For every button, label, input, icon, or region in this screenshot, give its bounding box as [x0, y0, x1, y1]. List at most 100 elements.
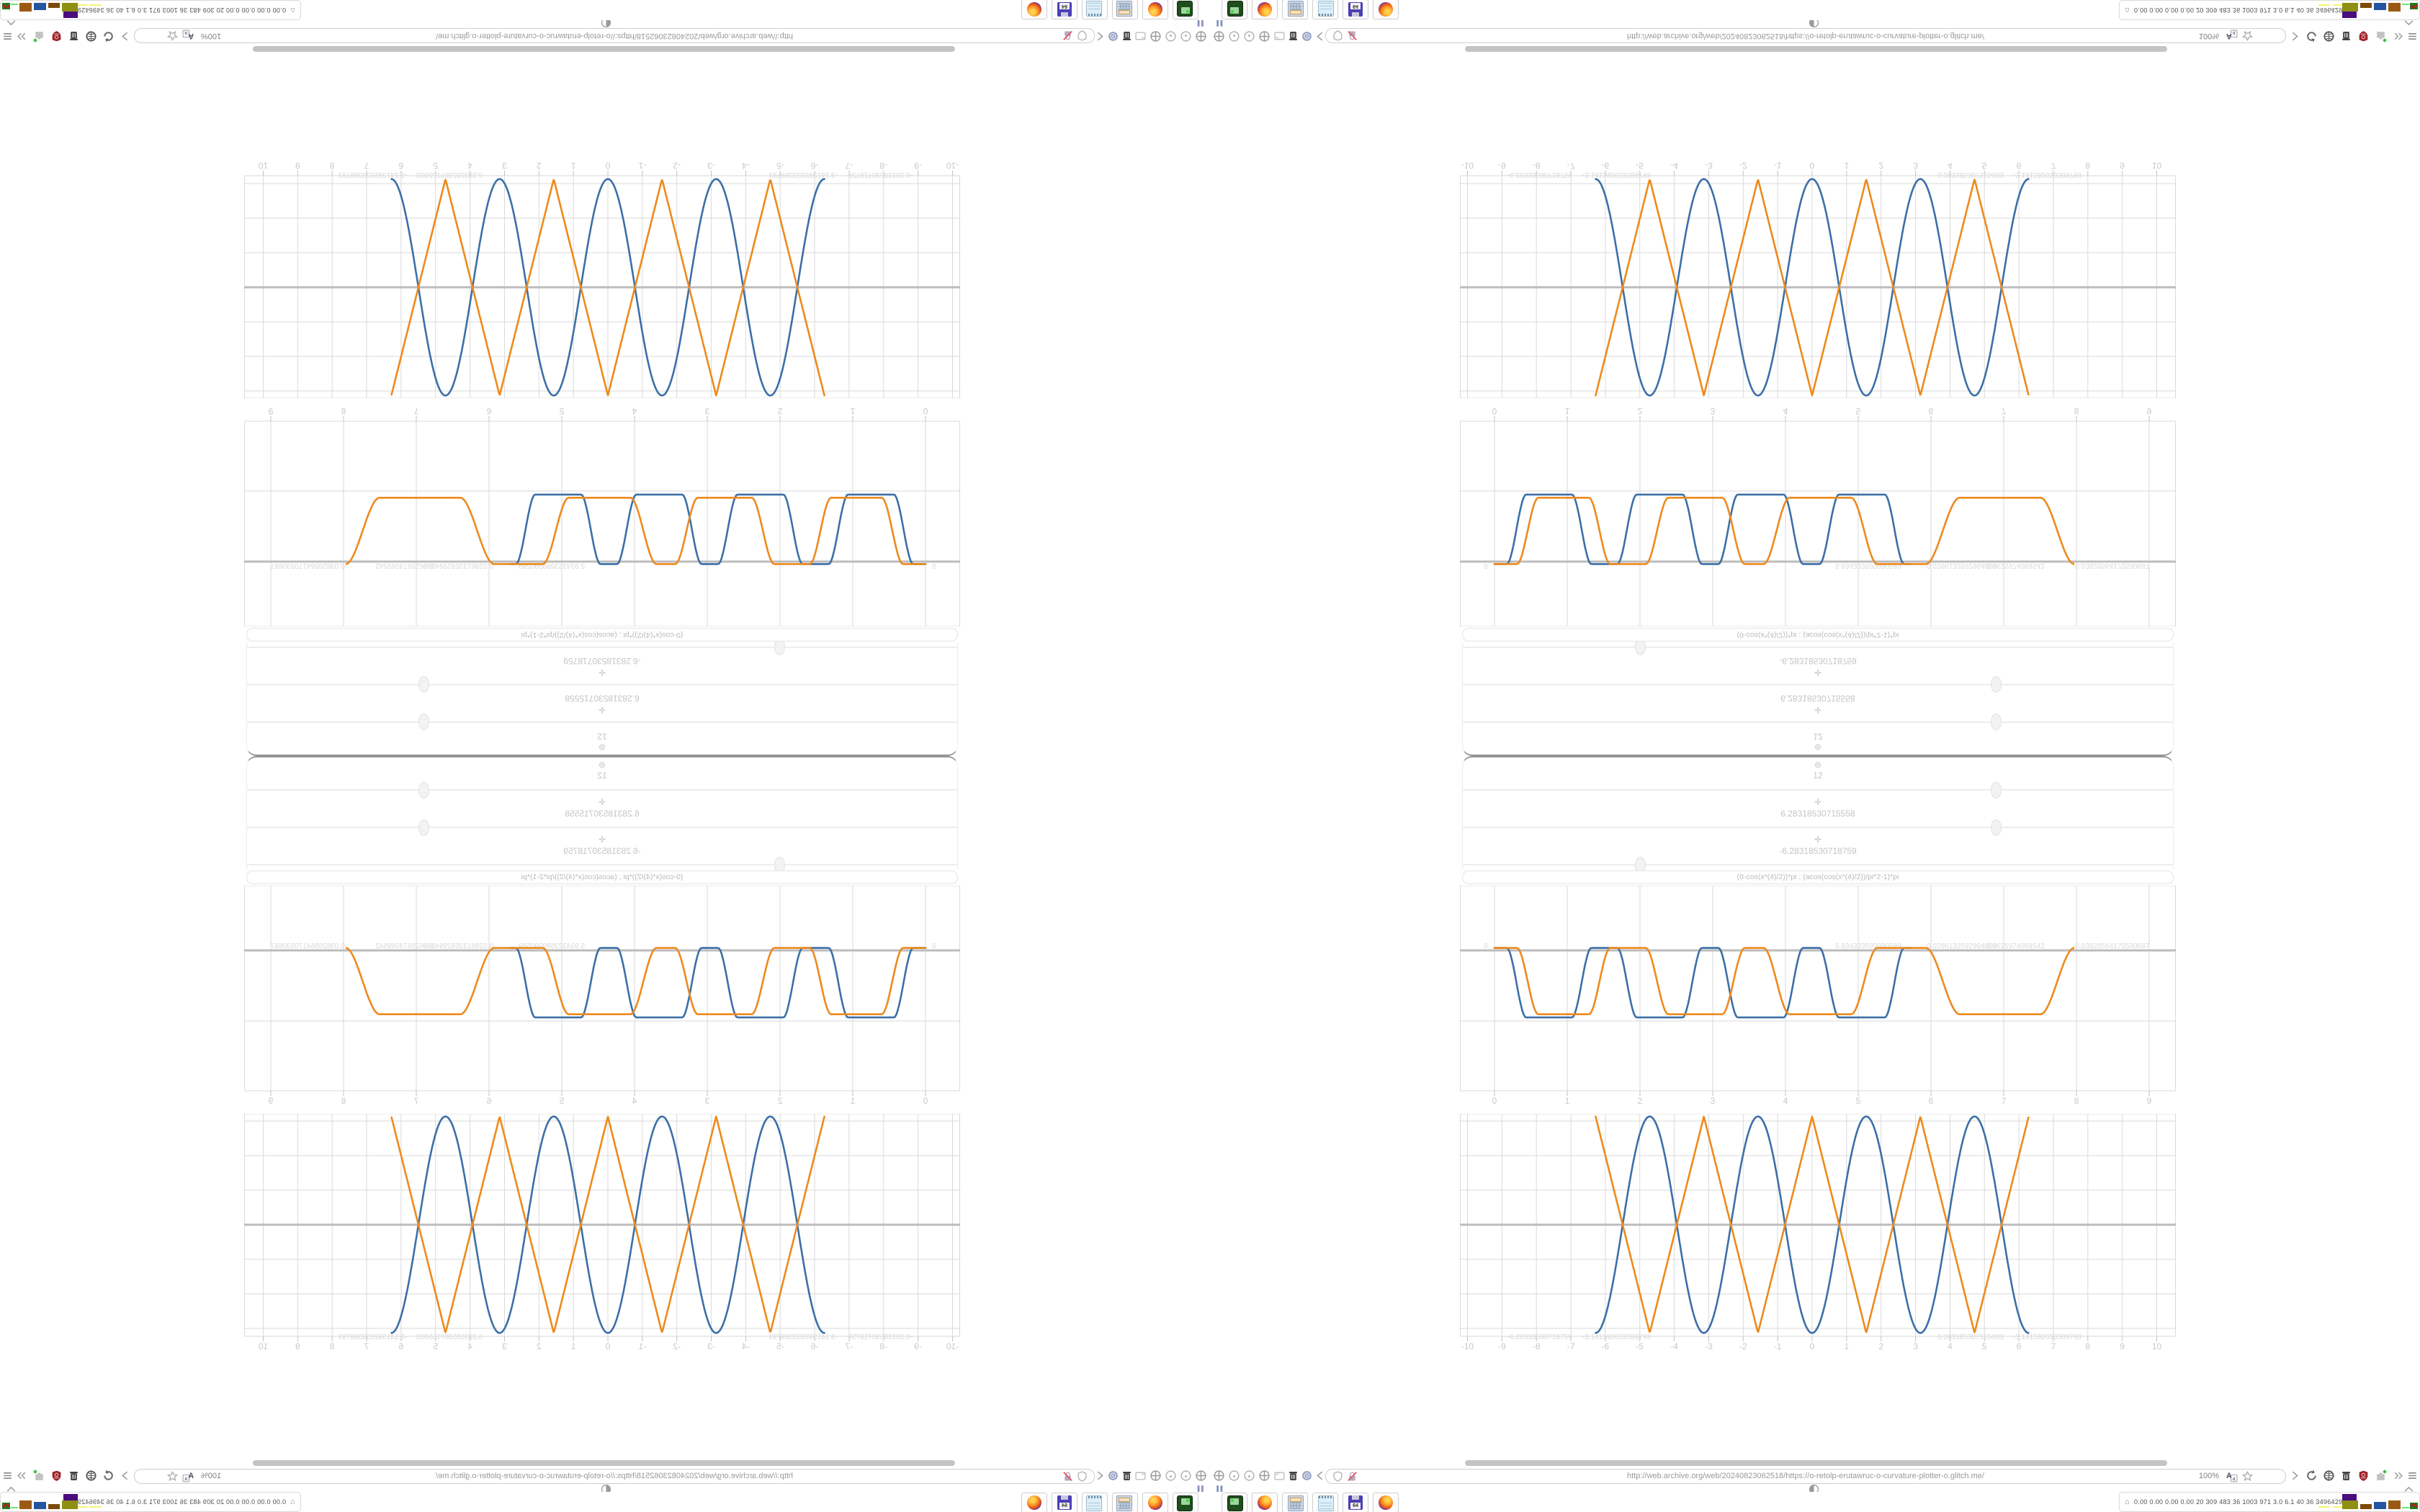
trash-extension-icon[interactable] — [2340, 1470, 2352, 1482]
url-text[interactable]: http://web.archive.org/web/2024082306251… — [1627, 1472, 1984, 1480]
trash-extension-icon[interactable] — [2340, 30, 2352, 42]
launcher-calc[interactable] — [1282, 0, 1308, 19]
globe-icon[interactable] — [85, 30, 97, 42]
globe-cross-icon[interactable] — [1195, 30, 1207, 42]
zoom-indicator[interactable]: 100% — [2198, 1472, 2219, 1480]
back-button[interactable] — [1314, 30, 1326, 42]
slider-thumb[interactable] — [1990, 819, 2002, 836]
slider-track[interactable] — [247, 714, 957, 730]
globe-icon[interactable] — [2323, 1470, 2335, 1482]
launcher-firefox[interactable] — [1142, 0, 1168, 19]
slider-track[interactable] — [1463, 782, 2173, 798]
launcher-firefox[interactable] — [1373, 1493, 1399, 1512]
launcher-monitor[interactable] — [1173, 0, 1198, 19]
launcher-monitor[interactable] — [1173, 1493, 1198, 1512]
slider-thumb[interactable] — [418, 782, 430, 798]
launcher-firefox[interactable] — [1021, 1493, 1047, 1512]
extensions-puzzle-icon[interactable] — [33, 1470, 45, 1482]
trash-icon[interactable] — [1287, 1470, 1299, 1482]
globe-cross-icon[interactable] — [1195, 1470, 1207, 1482]
gauge-icon[interactable] — [1180, 30, 1192, 42]
overflow-chevrons-icon[interactable] — [16, 30, 28, 42]
panel-hide-chevron[interactable] — [2403, 17, 2415, 29]
insecure-lock-icon[interactable] — [1062, 1470, 1074, 1482]
launcher-calc[interactable] — [1112, 0, 1138, 19]
launcher-firefox[interactable] — [1252, 1493, 1278, 1512]
reload-button[interactable] — [2305, 1470, 2318, 1482]
adblock-shield-icon[interactable] — [50, 1470, 63, 1482]
gauge-icon[interactable] — [1243, 1470, 1255, 1482]
bookmark-star-icon[interactable] — [2241, 1470, 2254, 1482]
slider-track[interactable] — [247, 819, 957, 836]
forward-button[interactable] — [2289, 1470, 2301, 1482]
url-text[interactable]: http://web.archive.org/web/2024082306251… — [1627, 32, 1984, 40]
slider-thumb[interactable] — [418, 676, 430, 693]
extensions-puzzle-icon[interactable] — [2375, 1470, 2387, 1482]
slider-thumb[interactable] — [1990, 676, 2002, 693]
launcher-firefox[interactable] — [1021, 0, 1047, 19]
globe-cross-icon[interactable] — [1213, 30, 1225, 42]
globe-icon[interactable] — [85, 1470, 97, 1482]
trash-extension-icon[interactable] — [68, 1470, 80, 1482]
folder-icon[interactable] — [1273, 1470, 1286, 1482]
url-text[interactable]: http://web.archive.org/web/2024082306251… — [436, 32, 793, 40]
url-bar[interactable]: http://web.archive.org/web/2024082306251… — [134, 1469, 1095, 1484]
trash-icon[interactable] — [1121, 1470, 1133, 1482]
launcher-note[interactable] — [1082, 1493, 1108, 1512]
bookmark-star-icon[interactable] — [2241, 30, 2254, 42]
launcher-note[interactable] — [1312, 0, 1338, 19]
adblock-shield-icon[interactable] — [50, 30, 63, 42]
adblock-shield-icon[interactable] — [2357, 30, 2370, 42]
slider-track[interactable] — [247, 639, 957, 655]
zoom-indicator[interactable]: 100% — [201, 1472, 222, 1480]
panel-hide-chevron[interactable] — [5, 17, 17, 29]
badge-icon[interactable] — [1301, 30, 1313, 42]
folder-icon[interactable] — [1134, 30, 1147, 42]
reload-button[interactable] — [2305, 30, 2318, 42]
bookmark-star-icon[interactable] — [166, 30, 179, 42]
launcher-monitor[interactable] — [1222, 0, 1247, 19]
adblock-shield-icon[interactable] — [2357, 1470, 2370, 1482]
forward-button[interactable] — [2289, 30, 2301, 42]
launcher-floppy[interactable]: 64 — [1343, 0, 1368, 19]
slider-track[interactable] — [1463, 676, 2173, 693]
gauge-icon[interactable] — [1228, 30, 1240, 42]
url-text[interactable]: http://web.archive.org/web/2024082306251… — [436, 1472, 793, 1480]
function-expression-input[interactable]: (0-cos(x*(4)/2))*pi ; (acos(cos(x*(4)/2)… — [1462, 870, 2174, 884]
overflow-chevrons-icon[interactable] — [16, 1470, 28, 1482]
slider-thumb[interactable] — [1990, 782, 2002, 798]
badge-icon[interactable] — [1107, 30, 1119, 42]
reload-button[interactable] — [102, 30, 115, 42]
launcher-note[interactable] — [1312, 1493, 1338, 1512]
launcher-firefox[interactable] — [1373, 0, 1399, 19]
slider-thumb[interactable] — [418, 819, 430, 836]
launcher-firefox[interactable] — [1252, 0, 1278, 19]
url-bar[interactable]: http://web.archive.org/web/2024082306251… — [134, 28, 1095, 43]
launcher-floppy[interactable]: 64 — [1052, 1493, 1077, 1512]
horizontal-scrollbar-thumb[interactable] — [1465, 46, 2167, 52]
back-button[interactable] — [1314, 1470, 1326, 1482]
shield-icon[interactable] — [1332, 30, 1344, 42]
gauge-icon[interactable] — [1165, 30, 1177, 42]
folder-icon[interactable] — [1134, 1470, 1147, 1482]
function-expression-input[interactable]: (0-cos(x*(4)/2))*pi ; (acos(cos(x*(4)/2)… — [246, 628, 958, 642]
insecure-lock-icon[interactable] — [1346, 1470, 1358, 1482]
launcher-firefox[interactable] — [1142, 1493, 1168, 1512]
globe-cross-icon[interactable] — [1258, 1470, 1270, 1482]
function-expression-input[interactable]: (0-cos(x*(4)/2))*pi ; (acos(cos(x*(4)/2)… — [1462, 628, 2174, 642]
horizontal-scrollbar-thumb[interactable] — [253, 46, 955, 52]
trash-icon[interactable] — [1121, 30, 1133, 42]
badge-icon[interactable] — [1301, 1470, 1313, 1482]
slider-track[interactable] — [247, 782, 957, 798]
overflow-chevrons-icon[interactable] — [2392, 1470, 2404, 1482]
slider-track[interactable] — [247, 857, 957, 873]
extensions-puzzle-icon[interactable] — [33, 30, 45, 42]
trash-extension-icon[interactable] — [68, 30, 80, 42]
launcher-floppy[interactable]: 64 — [1052, 0, 1077, 19]
back-button[interactable] — [1094, 30, 1106, 42]
hamburger-menu-icon[interactable] — [2406, 30, 2419, 42]
globe-cross-icon[interactable] — [1150, 1470, 1162, 1482]
